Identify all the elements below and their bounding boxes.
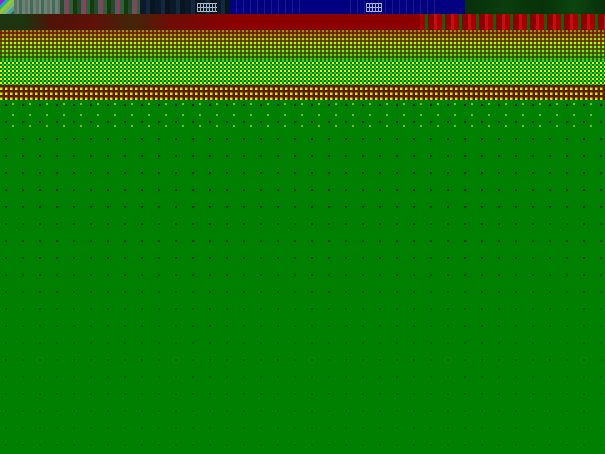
bright-green-dither-band — [0, 60, 605, 85]
illegible-text-remnant — [197, 3, 217, 12]
red-bar-noise-blotches — [420, 14, 605, 30]
navy-toolbar-segment[interactable] — [230, 0, 465, 14]
main-green-body — [0, 100, 605, 454]
chrome-noise-gray-teal — [14, 0, 60, 14]
app-icon[interactable] — [0, 0, 14, 14]
illegible-text-remnant — [366, 3, 382, 12]
red-bar — [0, 14, 605, 30]
speck-grid-fade-overlay — [0, 100, 605, 454]
chrome-noise-magenta-green — [60, 0, 140, 14]
chrome-dark-green-right — [465, 0, 605, 14]
top-chrome-strip — [0, 0, 605, 14]
red-bar-left-gradient — [0, 14, 235, 30]
dither-transition-band — [0, 30, 605, 60]
dither-transition-fade — [0, 30, 605, 60]
maroon-streak-band — [0, 85, 605, 100]
